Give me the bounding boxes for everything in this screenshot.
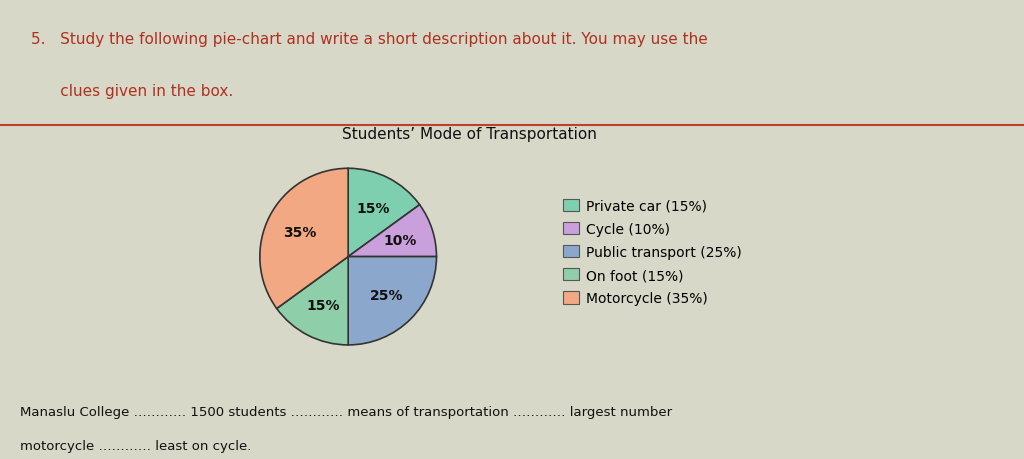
- Title: Students’ Mode of Transportation: Students’ Mode of Transportation: [342, 127, 597, 141]
- Wedge shape: [348, 169, 420, 257]
- Text: motorcycle ………… least on cycle.: motorcycle ………… least on cycle.: [20, 439, 252, 452]
- Wedge shape: [276, 257, 348, 345]
- Wedge shape: [348, 205, 436, 257]
- Text: clues given in the box.: clues given in the box.: [31, 84, 233, 99]
- Wedge shape: [348, 257, 436, 345]
- Text: Manaslu College ………… 1500 students ………… means of transportation ………… largest num: Manaslu College ………… 1500 students ………… …: [20, 405, 673, 418]
- Wedge shape: [260, 169, 348, 309]
- Text: 5.   Study the following pie-chart and write a short description about it. You m: 5. Study the following pie-chart and wri…: [31, 32, 708, 47]
- Text: 25%: 25%: [370, 289, 403, 302]
- Text: 15%: 15%: [356, 202, 390, 215]
- Legend: Private car (15%), Cycle (10%), Public transport (25%), On foot (15%), Motorcycl: Private car (15%), Cycle (10%), Public t…: [560, 197, 744, 308]
- Text: 10%: 10%: [384, 233, 417, 247]
- Text: 15%: 15%: [306, 299, 340, 313]
- Text: 35%: 35%: [283, 225, 316, 239]
